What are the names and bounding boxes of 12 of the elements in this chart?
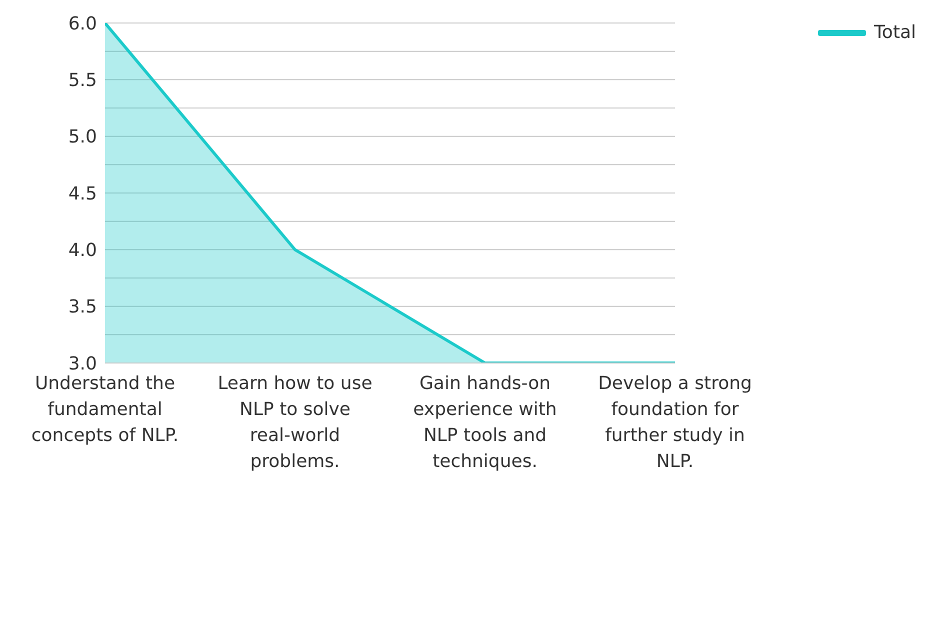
y-tick-label: 3.5 <box>68 296 97 318</box>
y-tick-label: 5.5 <box>68 70 97 92</box>
x-tick-label: Learn how to use NLP to solve real-world problems. <box>218 373 372 472</box>
legend-label: Total <box>874 22 916 43</box>
y-tick-label: 6.0 <box>68 13 97 34</box>
y-tick-label: 3.0 <box>68 353 97 374</box>
x-tick-label: Develop a strong foundation for further study in NLP. <box>598 373 752 472</box>
y-tick-label: 4.0 <box>68 240 97 262</box>
x-tick-label: Gain hands-on experience with NLP tools and techniques. <box>413 373 557 472</box>
y-tick-label: 4.5 <box>68 183 97 204</box>
x-tick-label: Understand the fundamental concepts of NLP. <box>31 373 179 446</box>
y-tick-label: 5.0 <box>68 126 97 148</box>
